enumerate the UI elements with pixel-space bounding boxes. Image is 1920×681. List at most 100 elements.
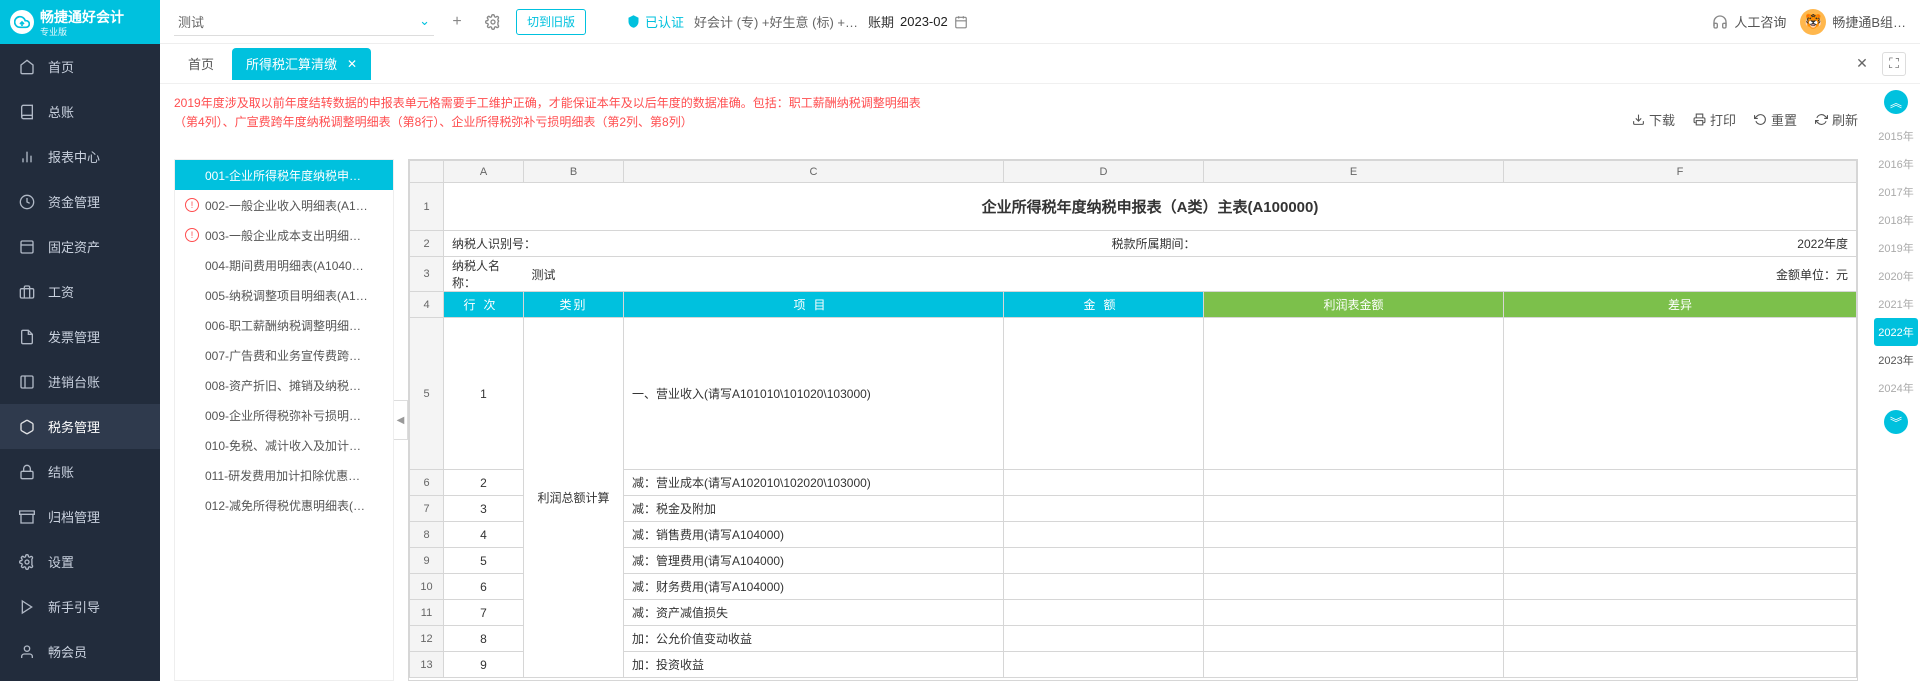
refresh-button[interactable]: 刷新 — [1815, 110, 1858, 129]
form-item[interactable]: 001-企业所得税年度纳税申… — [175, 160, 393, 190]
form-label: 008-资产折旧、摊销及纳税… — [205, 377, 361, 394]
form-item[interactable]: 011-研发费用加计扣除优惠… — [175, 460, 393, 490]
nav-label: 总账 — [48, 102, 74, 121]
nav-label: 进销台账 — [48, 372, 100, 391]
print-button[interactable]: 打印 — [1693, 110, 1736, 129]
user-name: 畅捷通B组… — [1832, 12, 1906, 31]
nav-label: 畅会员 — [48, 642, 87, 661]
form-label: 006-职工薪酬纳税调整明细… — [205, 317, 361, 334]
year-item[interactable]: 2015年 — [1874, 122, 1918, 150]
nav-item[interactable]: 发票管理 — [0, 314, 160, 359]
brand-name: 畅捷通好会计 — [40, 9, 124, 25]
tab-label: 所得税汇算清缴 — [246, 54, 337, 73]
company-select[interactable]: 测试 ⌄ — [174, 8, 434, 36]
form-item[interactable]: 007-广告费和业务宣传费跨… — [175, 340, 393, 370]
year-down-button[interactable]: ︾ — [1884, 410, 1908, 434]
fullscreen-button[interactable]: ⛶ — [1882, 52, 1906, 76]
product-name: 好会计 (专) +好生意 (标) +… — [694, 12, 858, 31]
close-icon[interactable]: ✕ — [347, 57, 357, 71]
year-item[interactable]: 2023年 — [1874, 346, 1918, 374]
nav-label: 结账 — [48, 462, 74, 481]
nav-icon — [18, 239, 36, 255]
nav-icon — [18, 194, 36, 210]
sheet-row[interactable]: 51利润总额计算一、营业收入(请写A101010\101020\103000) — [410, 318, 1857, 470]
sheet-row[interactable]: 95减：管理费用(请写A104000) — [410, 548, 1857, 574]
sheet-row[interactable]: 106减：财务费用(请写A104000) — [410, 574, 1857, 600]
sheet-title: 企业所得税年度纳税申报表（A类）主表(A100000) — [444, 183, 1857, 231]
form-item[interactable]: 004-期间费用明细表(A1040… — [175, 250, 393, 280]
period-selector[interactable]: 账期 2023-02 — [868, 12, 968, 31]
form-label: 010-免税、减计收入及加计… — [205, 437, 361, 454]
form-item[interactable]: 005-纳税调整项目明细表(A1… — [175, 280, 393, 310]
form-item[interactable]: 009-企业所得税弥补亏损明… — [175, 400, 393, 430]
column-title-row: 4 行次 类别 项目 金额 利润表金额 差异 — [410, 292, 1857, 318]
sheet-title-row: 1 企业所得税年度纳税申报表（A类）主表(A100000) — [410, 183, 1857, 231]
nav-item[interactable]: 归档管理 — [0, 494, 160, 539]
sheet-row[interactable]: 73减：税金及附加 — [410, 496, 1857, 522]
tab-active[interactable]: 所得税汇算清缴 ✕ — [232, 48, 371, 80]
cloud-icon — [10, 10, 34, 34]
nav-label: 税务管理 — [48, 417, 100, 436]
year-item[interactable]: 2024年 — [1874, 374, 1918, 402]
form-item[interactable]: !002-一般企业收入明细表(A1… — [175, 190, 393, 220]
year-item[interactable]: 2016年 — [1874, 150, 1918, 178]
nav-icon — [18, 554, 36, 570]
nav-icon — [18, 329, 36, 345]
year-item[interactable]: 2019年 — [1874, 234, 1918, 262]
form-item[interactable]: 012-减免所得税优惠明细表(… — [175, 490, 393, 520]
period-value: 2023-02 — [900, 14, 948, 30]
nav-item[interactable]: 总账 — [0, 89, 160, 134]
nav-item[interactable]: 畅会员 — [0, 629, 160, 674]
nav-label: 新手引导 — [48, 597, 100, 616]
form-item[interactable]: 006-职工薪酬纳税调整明细… — [175, 310, 393, 340]
tab-close-all[interactable]: ✕ — [1850, 52, 1874, 76]
old-version-button[interactable]: 切到旧版 — [516, 9, 586, 35]
tabs-bar: 首页 所得税汇算清缴 ✕ ✕ ⛶ — [160, 44, 1920, 84]
year-item[interactable]: 2018年 — [1874, 206, 1918, 234]
support-link[interactable]: 人工咨询 — [1712, 12, 1786, 31]
nav-icon — [18, 644, 36, 660]
nav-item[interactable]: 设置 — [0, 539, 160, 584]
sheet-row[interactable]: 62减：营业成本(请写A102010\102020\103000) — [410, 470, 1857, 496]
year-item[interactable]: 2020年 — [1874, 262, 1918, 290]
nav-item[interactable]: 首页 — [0, 44, 160, 89]
sheet-row[interactable]: 128加：公允价值变动收益 — [410, 626, 1857, 652]
action-bar: 下载 打印 重置 刷新 — [1632, 110, 1858, 129]
nav-item[interactable]: 资金管理 — [0, 179, 160, 224]
nav-label: 工资 — [48, 282, 74, 301]
nav-list: 首页总账报表中心资金管理固定资产工资发票管理进销台账税务管理结账归档管理设置新手… — [0, 44, 160, 681]
nav-item[interactable]: 工资 — [0, 269, 160, 314]
tab-home[interactable]: 首页 — [174, 48, 228, 80]
year-item[interactable]: 2017年 — [1874, 178, 1918, 206]
reset-button[interactable]: 重置 — [1754, 110, 1797, 129]
nav-item[interactable]: 税务管理 — [0, 404, 160, 449]
nav-icon — [18, 374, 36, 390]
nav-item[interactable]: 新手引导 — [0, 584, 160, 629]
topbar: 测试 ⌄ + 切到旧版 已认证 好会计 (专) +好生意 (标) +… 账期 2… — [160, 0, 1920, 44]
form-label: 005-纳税调整项目明细表(A1… — [205, 287, 368, 304]
error-icon: ! — [185, 228, 199, 242]
sheet-row[interactable]: 84减：销售费用(请写A104000) — [410, 522, 1857, 548]
spreadsheet[interactable]: ABCDEF 1 企业所得税年度纳税申报表（A类）主表(A100000) 2 纳… — [408, 159, 1858, 681]
collapse-button[interactable]: ◀ — [394, 400, 408, 440]
nav-icon — [18, 464, 36, 480]
download-button[interactable]: 下载 — [1632, 110, 1675, 129]
form-item[interactable]: 010-免税、减计收入及加计… — [175, 430, 393, 460]
nav-item[interactable]: 固定资产 — [0, 224, 160, 269]
form-item[interactable]: !003-一般企业成本支出明细… — [175, 220, 393, 250]
year-item[interactable]: 2021年 — [1874, 290, 1918, 318]
form-item[interactable]: 008-资产折旧、摊销及纳税… — [175, 370, 393, 400]
nav-item[interactable]: 进销台账 — [0, 359, 160, 404]
year-item[interactable]: 2022年 — [1874, 318, 1918, 346]
add-button[interactable]: + — [444, 9, 470, 35]
gear-icon[interactable] — [480, 9, 506, 35]
nav-item[interactable]: 报表中心 — [0, 134, 160, 179]
nav-item[interactable]: 结账 — [0, 449, 160, 494]
nav-icon — [18, 149, 36, 165]
period-label: 账期 — [868, 12, 894, 31]
year-sidebar: ︽ 2015年2016年2017年2018年2019年2020年2021年202… — [1872, 84, 1920, 681]
user-menu[interactable]: 🐯 畅捷通B组… — [1800, 9, 1906, 35]
year-up-button[interactable]: ︽ — [1884, 90, 1908, 114]
sheet-row[interactable]: 139加：投资收益 — [410, 652, 1857, 678]
sheet-row[interactable]: 117减：资产减值损失 — [410, 600, 1857, 626]
